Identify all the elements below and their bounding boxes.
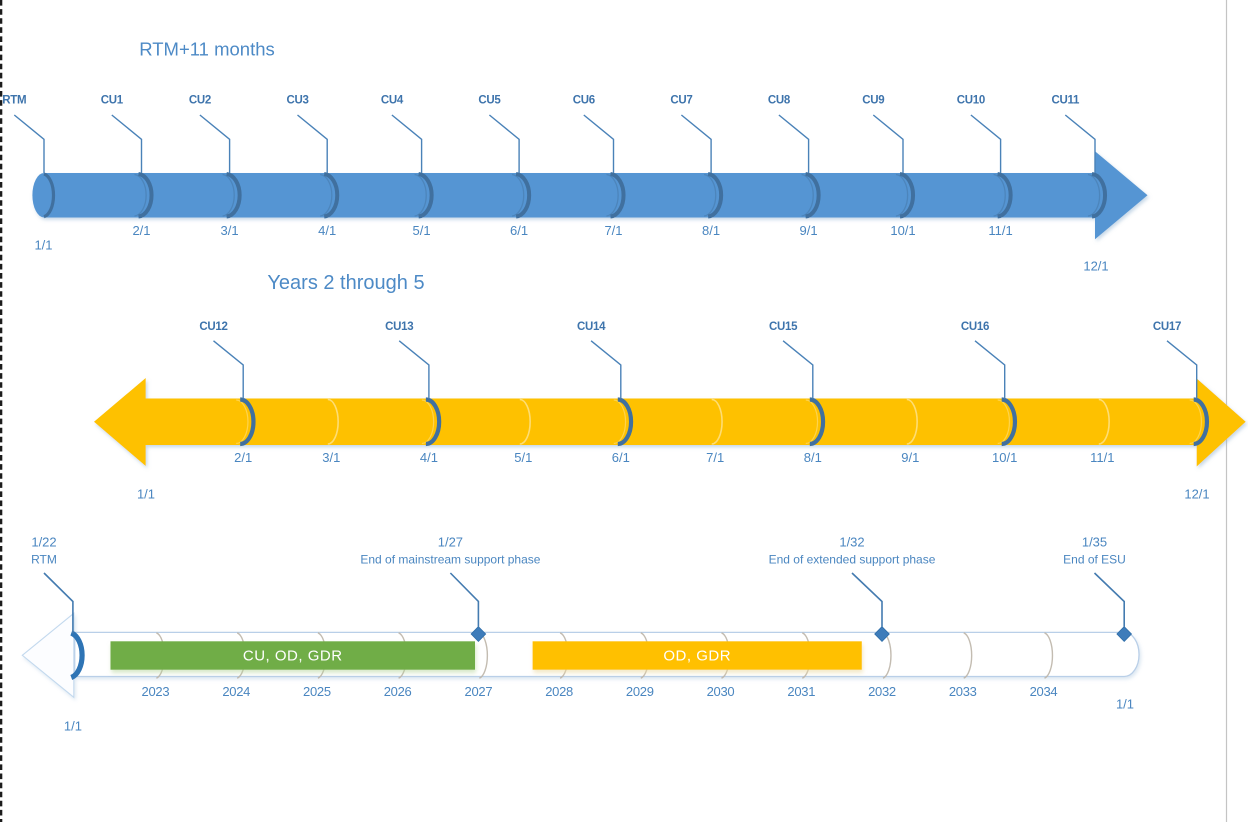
svg-text:7/1: 7/1: [706, 450, 724, 465]
svg-text:2027: 2027: [465, 684, 493, 699]
svg-text:CU3: CU3: [286, 95, 308, 107]
svg-text:CU4: CU4: [381, 95, 404, 107]
svg-text:CU5: CU5: [478, 95, 501, 107]
svg-text:CU15: CU15: [769, 321, 798, 333]
svg-text:2023: 2023: [142, 684, 170, 699]
svg-text:2033: 2033: [949, 684, 977, 699]
svg-text:9/1: 9/1: [800, 223, 818, 238]
svg-text:2/1: 2/1: [132, 223, 150, 238]
svg-text:5/1: 5/1: [514, 450, 532, 465]
svg-text:1/1: 1/1: [1116, 697, 1134, 712]
svg-text:CU6: CU6: [573, 95, 595, 107]
svg-text:1/1: 1/1: [34, 238, 52, 253]
svg-text:11/1: 11/1: [1090, 450, 1114, 465]
svg-text:2024: 2024: [222, 684, 250, 699]
svg-text:CU10: CU10: [957, 95, 985, 107]
svg-text:12/1: 12/1: [1083, 259, 1108, 274]
svg-text:End of ESU: End of ESU: [1063, 553, 1126, 567]
svg-text:CU2: CU2: [189, 95, 211, 107]
svg-text:6/1: 6/1: [510, 223, 528, 238]
svg-text:12/1: 12/1: [1184, 487, 1209, 502]
svg-text:1/22: 1/22: [31, 535, 56, 550]
svg-text:11/1: 11/1: [988, 223, 1012, 238]
svg-text:Years 2 through 5: Years 2 through 5: [267, 272, 424, 294]
svg-text:8/1: 8/1: [702, 223, 720, 238]
svg-text:CU1: CU1: [101, 95, 124, 107]
svg-text:6/1: 6/1: [612, 450, 630, 465]
svg-text:1/35: 1/35: [1082, 535, 1107, 550]
svg-text:1/32: 1/32: [839, 535, 864, 550]
svg-text:CU8: CU8: [768, 95, 791, 107]
svg-text:4/1: 4/1: [420, 450, 438, 465]
svg-text:RTM+11 months: RTM+11 months: [139, 39, 275, 60]
svg-text:CU11: CU11: [1052, 95, 1080, 107]
svg-text:2026: 2026: [384, 684, 412, 699]
svg-text:2029: 2029: [626, 684, 654, 699]
svg-text:2030: 2030: [707, 684, 735, 699]
svg-text:1/1: 1/1: [64, 719, 82, 734]
svg-text:2/1: 2/1: [234, 450, 252, 465]
svg-text:CU16: CU16: [961, 321, 989, 333]
svg-text:5/1: 5/1: [413, 223, 431, 238]
svg-text:3/1: 3/1: [221, 223, 239, 238]
svg-text:10/1: 10/1: [992, 450, 1017, 465]
svg-text:10/1: 10/1: [890, 223, 915, 238]
svg-text:2028: 2028: [545, 684, 573, 699]
svg-text:1/1: 1/1: [137, 487, 155, 502]
svg-text:4/1: 4/1: [318, 223, 336, 238]
svg-text:CU14: CU14: [577, 321, 606, 333]
svg-text:3/1: 3/1: [322, 450, 340, 465]
svg-text:2031: 2031: [787, 684, 815, 699]
svg-text:9/1: 9/1: [901, 450, 919, 465]
svg-text:1/27: 1/27: [438, 535, 463, 550]
svg-text:CU12: CU12: [199, 321, 227, 333]
svg-text:CU9: CU9: [862, 95, 884, 107]
svg-text:CU17: CU17: [1153, 321, 1181, 333]
svg-text:CU7: CU7: [670, 95, 692, 107]
svg-text:7/1: 7/1: [604, 223, 622, 238]
svg-text:End of extended support phase: End of extended support phase: [769, 553, 936, 567]
svg-text:CU13: CU13: [385, 321, 413, 333]
svg-text:RTM: RTM: [2, 95, 26, 107]
svg-text:8/1: 8/1: [804, 450, 822, 465]
svg-text:2025: 2025: [303, 684, 331, 699]
svg-text:2032: 2032: [868, 684, 896, 699]
svg-text:RTM: RTM: [31, 553, 57, 567]
svg-text:End of mainstream support phas: End of mainstream support phase: [360, 553, 540, 567]
svg-text:CU, OD, GDR: CU, OD, GDR: [243, 648, 343, 665]
svg-text:OD, GDR: OD, GDR: [663, 648, 731, 665]
svg-text:2034: 2034: [1030, 684, 1058, 699]
